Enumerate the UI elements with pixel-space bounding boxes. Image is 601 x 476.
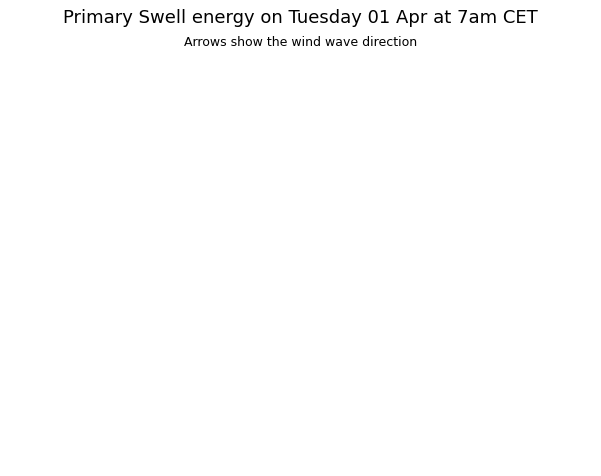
Text: Install cartopy for full map: Install cartopy for full map (191, 257, 410, 274)
Text: Primary Swell energy on Tuesday 01 Apr at 7am CET: Primary Swell energy on Tuesday 01 Apr a… (63, 9, 538, 27)
Text: Arrows show the wind wave direction: Arrows show the wind wave direction (184, 36, 417, 49)
